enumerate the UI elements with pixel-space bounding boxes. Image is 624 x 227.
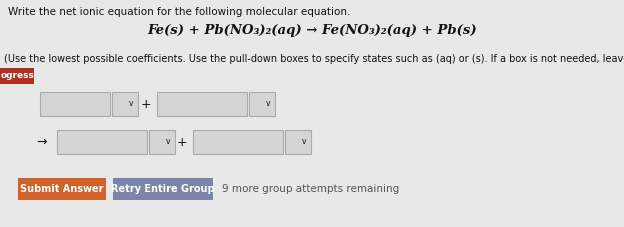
Text: v: v [165,138,170,146]
FancyBboxPatch shape [57,130,147,154]
FancyBboxPatch shape [193,130,283,154]
Text: (Use the lowest possible coefficients. Use the pull-down boxes to specify states: (Use the lowest possible coefficients. U… [4,54,624,64]
FancyBboxPatch shape [249,92,275,116]
FancyBboxPatch shape [157,92,247,116]
FancyBboxPatch shape [18,178,106,200]
Text: Write the net ionic equation for the following molecular equation.: Write the net ionic equation for the fol… [8,7,350,17]
Text: 9 more group attempts remaining: 9 more group attempts remaining [222,184,399,194]
Text: +: + [177,136,187,148]
Text: Retry Entire Group: Retry Entire Group [111,184,215,194]
FancyBboxPatch shape [112,92,138,116]
FancyBboxPatch shape [285,130,311,154]
FancyBboxPatch shape [113,178,213,200]
Text: v: v [129,99,133,109]
Text: Fe(s) + Pb(NO₃)₂(aq) → Fe(NO₃)₂(aq) + Pb(s): Fe(s) + Pb(NO₃)₂(aq) → Fe(NO₃)₂(aq) + Pb… [147,24,477,37]
Text: →: → [37,136,47,148]
Text: ogress: ogress [1,72,35,81]
FancyBboxPatch shape [0,68,34,84]
Text: Submit Answer: Submit Answer [20,184,104,194]
FancyBboxPatch shape [40,92,110,116]
Text: v: v [265,99,270,109]
Text: v: v [301,138,306,146]
Text: +: + [140,98,151,111]
FancyBboxPatch shape [149,130,175,154]
